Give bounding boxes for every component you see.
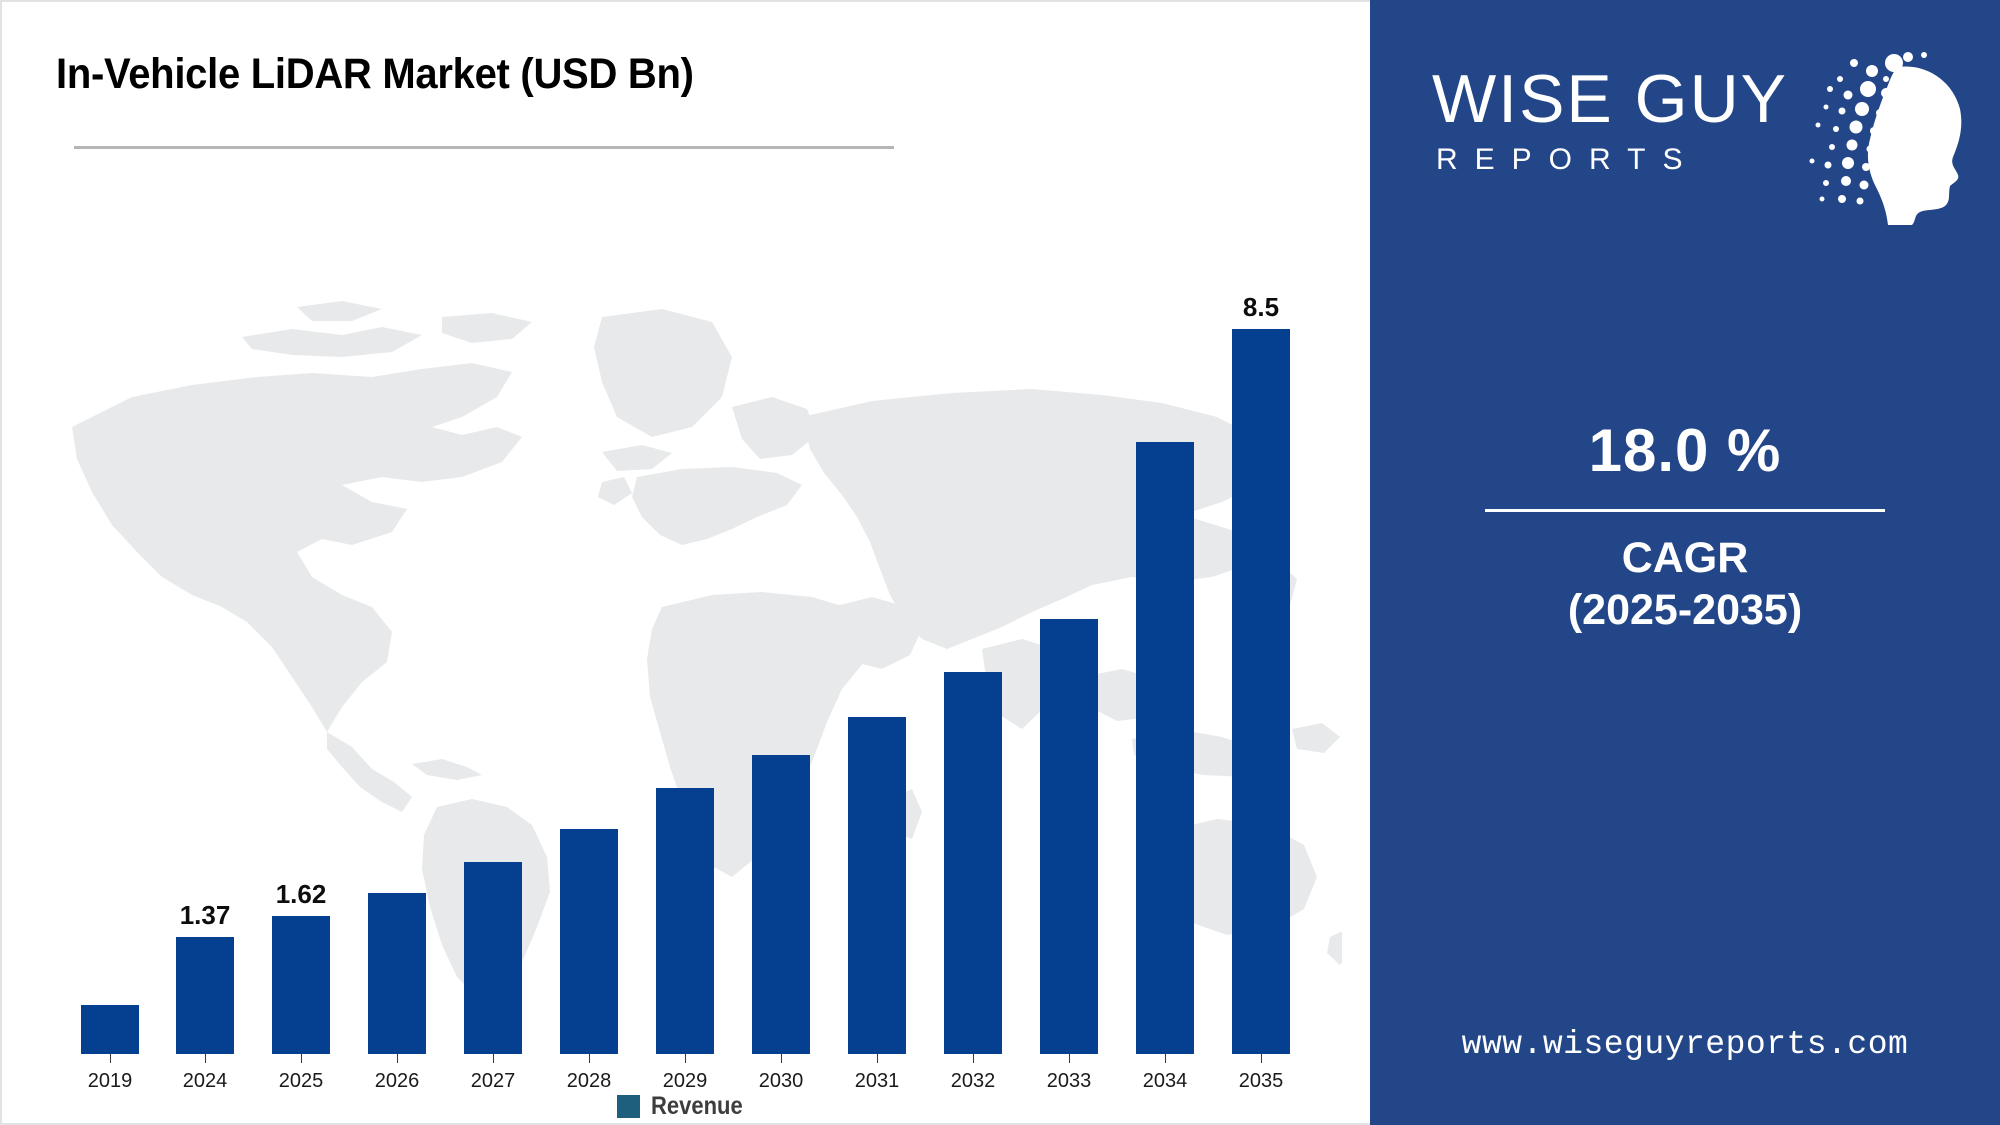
tick-2027 (493, 1054, 494, 1063)
cagr-period: (2025-2035) (1567, 586, 1803, 635)
x-tick-label-2035: 2035 (1238, 1070, 1284, 1092)
cagr-label: CAGR (1621, 534, 1749, 582)
website-url[interactable]: www.wiseguyreports.com (1461, 1026, 1909, 1063)
bar-2033[interactable] (1040, 619, 1098, 1054)
x-tick-label-2029: 2029 (662, 1070, 708, 1092)
data-label-2025: 1.62 (275, 879, 327, 909)
x-tick-label-2032: 2032 (950, 1070, 996, 1092)
dotted-head-profile-icon (1748, 49, 1978, 229)
x-tick-label-2019: 2019 (87, 1070, 133, 1092)
tick-2034 (1165, 1054, 1166, 1063)
brand-panel: WISE GUY REPORTS (1370, 0, 2000, 1125)
cagr-divider (1485, 509, 1885, 512)
legend-label-revenue: Revenue (650, 1092, 743, 1120)
x-axis-line (52, 1054, 1322, 1055)
logo-wordmark: WISE GUY REPORTS (1432, 65, 1862, 175)
tick-2030 (781, 1054, 782, 1063)
tick-2024 (205, 1054, 206, 1063)
bar-2024[interactable] (176, 937, 234, 1054)
tick-2028 (589, 1054, 590, 1063)
bar-2034[interactable] (1136, 442, 1194, 1054)
x-tick-label-2026: 2026 (374, 1070, 420, 1092)
x-tick-label-2025: 2025 (278, 1070, 324, 1092)
bar-2019[interactable] (81, 1005, 139, 1054)
tick-2029 (685, 1054, 686, 1063)
x-tick-label-2024: 2024 (182, 1070, 228, 1092)
legend-swatch-revenue (616, 1095, 640, 1118)
wiseguy-reports-logo: WISE GUY REPORTS (1370, 52, 2000, 235)
bar-2030[interactable] (752, 755, 810, 1054)
tick-2026 (397, 1054, 398, 1063)
cagr-value: 18.0 % (1588, 417, 1782, 484)
x-tick-label-2031: 2031 (854, 1070, 900, 1092)
chart-legend: Revenue (2, 1092, 1370, 1121)
bar-2025[interactable] (272, 916, 330, 1054)
bar-2031[interactable] (848, 717, 906, 1054)
bar-2027[interactable] (464, 862, 522, 1054)
bar-2032[interactable] (944, 672, 1002, 1054)
tick-2019 (110, 1054, 111, 1063)
logo-secondary-text: REPORTS (1436, 143, 1700, 176)
bar-2035[interactable] (1232, 329, 1290, 1054)
chart-title: In-Vehicle LiDAR Market (USD Bn) (56, 50, 694, 98)
tick-2035 (1261, 1054, 1262, 1063)
logo-primary-text: WISE GUY (1432, 61, 1789, 137)
tick-2031 (877, 1054, 878, 1063)
x-tick-label-2028: 2028 (566, 1070, 612, 1092)
bar-2026[interactable] (368, 893, 426, 1054)
x-tick-label-2030: 2030 (758, 1070, 804, 1092)
x-tick-label-2027: 2027 (470, 1070, 516, 1092)
title-divider (74, 146, 894, 149)
x-tick-label-2034: 2034 (1142, 1070, 1188, 1092)
tick-2033 (1069, 1054, 1070, 1063)
bar-2029[interactable] (656, 788, 714, 1054)
x-tick-label-2033: 2033 (1046, 1070, 1092, 1092)
tick-2025 (301, 1054, 302, 1063)
bar-2028[interactable] (560, 829, 618, 1054)
plot-area: 2019 1.37 2024 1.62 2025 2026 2027 2028 (2, 2, 1370, 1123)
data-label-2024: 1.37 (179, 900, 231, 930)
cagr-highlight: 18.0 % CAGR (2025-2035) (1370, 415, 2000, 637)
chart-panel: In-Vehicle LiDAR Market (USD Bn) (0, 0, 1370, 1125)
data-label-2035: 8.5 (1242, 292, 1280, 322)
tick-2032 (973, 1054, 974, 1063)
